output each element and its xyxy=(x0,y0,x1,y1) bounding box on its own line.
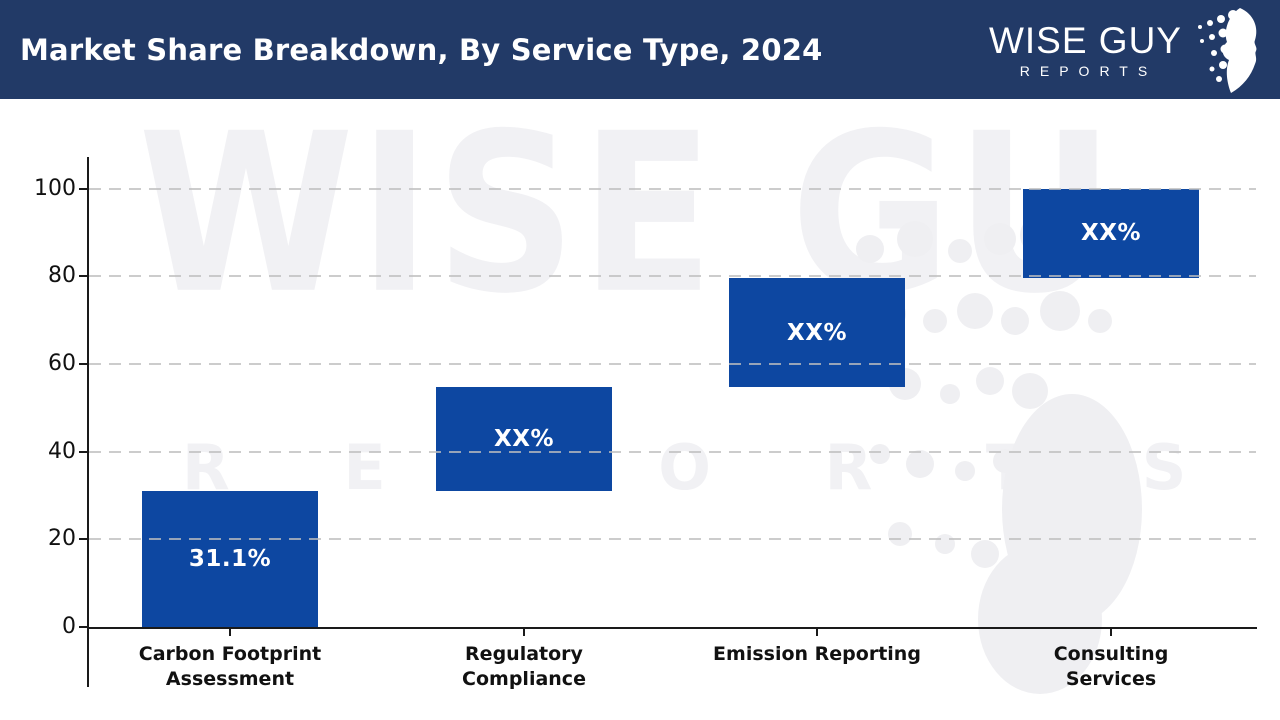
bar-segment-0: 31.1% xyxy=(142,490,318,627)
header: Market Share Breakdown, By Service Type,… xyxy=(0,0,1280,99)
y-tick-label-60: 60 xyxy=(48,350,76,376)
y-tick-mark-60 xyxy=(79,362,87,365)
logo-wordmark-line1: WISE GUY xyxy=(988,19,1182,61)
gridline-y-40 xyxy=(89,450,1256,453)
gridline-y-80 xyxy=(89,275,1256,278)
plot-area: WISE GU R E P O R T S 31.1% XX% XX% XX% 0 20… xyxy=(0,87,1280,720)
bar-segment-2: XX% xyxy=(729,277,905,388)
bar-value-label-2: XX% xyxy=(786,319,847,346)
logo-wordmark-line2: REPORTS xyxy=(1019,62,1158,79)
gridline-y-60 xyxy=(89,362,1256,365)
y-tick-label-80: 80 xyxy=(48,263,76,289)
category-label-3: Consulting Services xyxy=(1053,643,1169,691)
bar-value-label-3: XX% xyxy=(1080,220,1141,247)
x-tick-mark-1 xyxy=(523,629,525,636)
bar-value-label-0: 31.1% xyxy=(188,545,272,572)
bar-value-label-1: XX% xyxy=(493,425,554,452)
gridline-y-20 xyxy=(89,538,1256,541)
y-tick-mark-20 xyxy=(79,538,87,541)
y-tick-mark-80 xyxy=(79,275,87,278)
y-tick-mark-0 xyxy=(79,626,87,628)
gridline-y-100 xyxy=(89,187,1256,190)
y-tick-label-100: 100 xyxy=(34,175,76,201)
y-axis-line xyxy=(87,157,89,687)
x-axis-line xyxy=(87,627,1257,629)
x-tick-mark-0 xyxy=(229,629,231,636)
y-tick-label-40: 40 xyxy=(48,438,76,464)
x-tick-mark-2 xyxy=(816,629,818,636)
y-tick-mark-40 xyxy=(79,450,87,453)
y-tick-label-20: 20 xyxy=(48,526,76,552)
chart-title: Market Share Breakdown, By Service Type,… xyxy=(20,32,823,67)
logo-face-icon xyxy=(1198,7,1257,93)
bar-segment-3: XX% xyxy=(1023,188,1199,278)
x-tick-mark-3 xyxy=(1110,629,1112,636)
y-tick-label-0: 0 xyxy=(62,614,76,639)
category-label-0: Carbon Footprint Assessment xyxy=(138,643,322,691)
wise-guy-reports-logo: WISE GUY REPORTS xyxy=(989,6,1262,94)
category-label-1: Regulatory Compliance xyxy=(462,643,586,691)
y-tick-mark-100 xyxy=(79,187,87,190)
bar-segment-1: XX% xyxy=(436,387,612,491)
logo-wordmark: WISE GUY REPORTS xyxy=(989,22,1182,78)
category-label-2: Emission Reporting xyxy=(713,643,921,665)
